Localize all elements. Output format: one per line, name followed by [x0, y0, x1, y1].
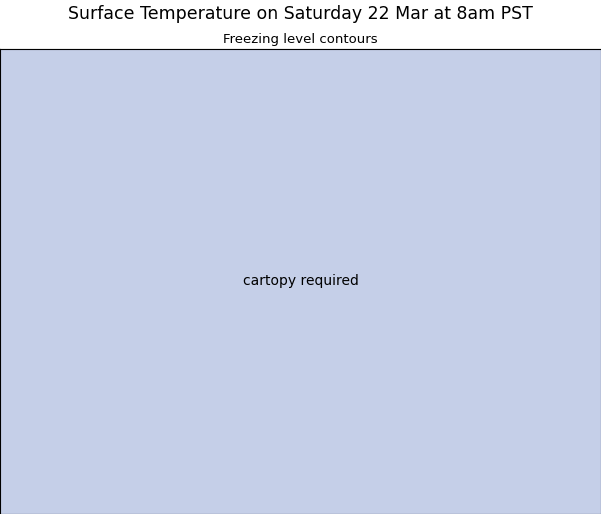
Text: cartopy required: cartopy required [243, 274, 358, 288]
Text: Surface Temperature on Saturday 22 Mar at 8am PST: Surface Temperature on Saturday 22 Mar a… [68, 5, 533, 23]
Text: Freezing level contours: Freezing level contours [223, 32, 378, 46]
